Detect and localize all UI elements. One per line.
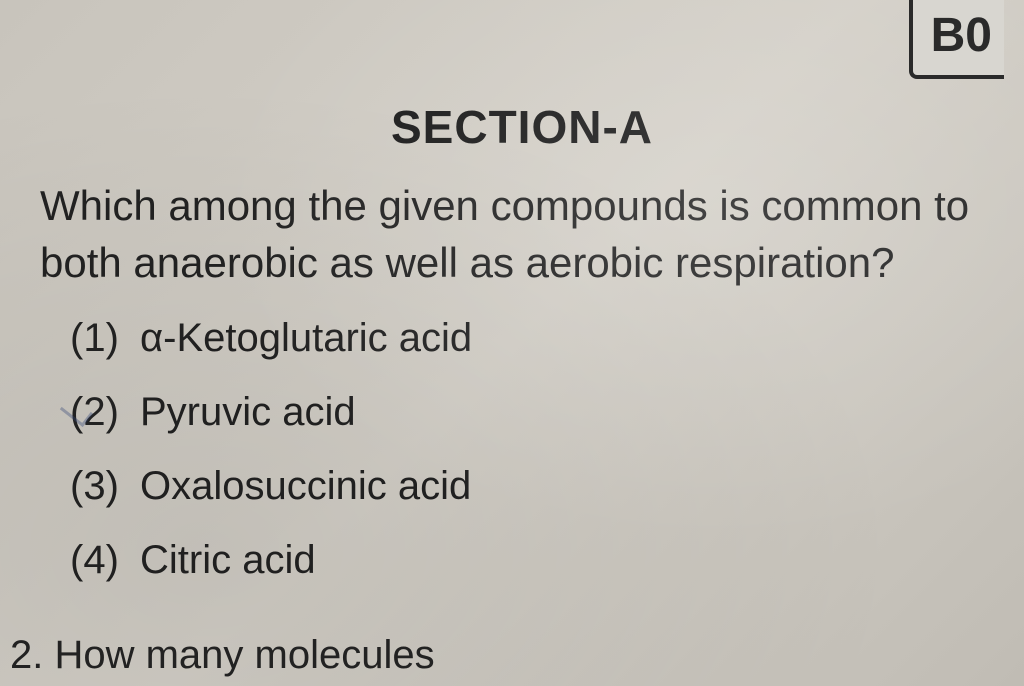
next-question-fragment: 2. How many molecules <box>10 633 435 678</box>
option-2-text: Pyruvic acid <box>140 385 356 439</box>
question-text: Which among the given compounds is commo… <box>40 178 1004 291</box>
section-title: SECTION-A <box>40 100 1004 154</box>
option-1-num: (1) <box>70 311 140 365</box>
option-3: (3) Oxalosuccinic acid <box>70 459 1004 513</box>
options-list: (1) α-Ketoglutaric acid (2) Pyruvic acid… <box>40 311 1004 587</box>
option-1: (1) α-Ketoglutaric acid <box>70 311 1004 365</box>
option-3-text: Oxalosuccinic acid <box>140 459 471 513</box>
option-2-num: (2) <box>70 385 140 439</box>
corner-label-text: B0 <box>931 9 992 62</box>
option-3-num: (3) <box>70 459 140 513</box>
option-4: (4) Citric acid <box>70 533 1004 587</box>
option-1-text: α-Ketoglutaric acid <box>140 311 472 365</box>
option-4-num: (4) <box>70 533 140 587</box>
option-4-text: Citric acid <box>140 533 316 587</box>
corner-label-box: B0 <box>909 0 1004 79</box>
option-2: (2) Pyruvic acid <box>70 385 1004 439</box>
